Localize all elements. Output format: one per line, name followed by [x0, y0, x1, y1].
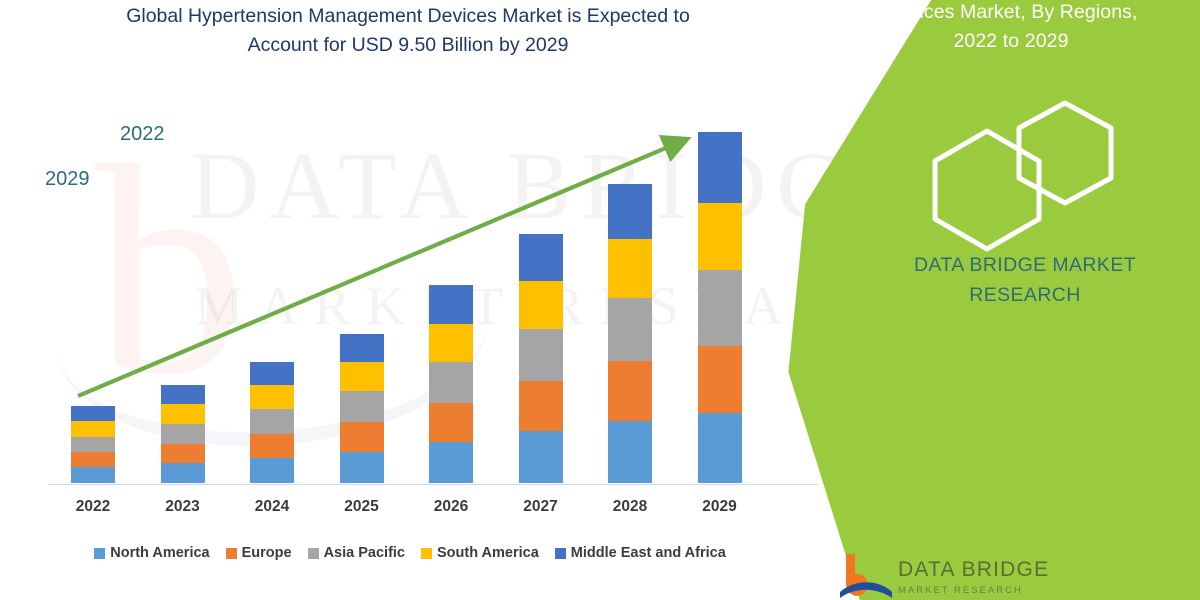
legend-swatch-icon: [421, 547, 432, 559]
bar-segment[interactable]: [518, 381, 563, 431]
bar-segment[interactable]: [339, 422, 384, 452]
logo-title: DATA BRIDGE: [898, 558, 1050, 581]
brand-name: DATA BRIDGE MARKET RESEARCH: [860, 250, 1190, 310]
x-axis-label-2023: 2023: [165, 498, 200, 515]
logo-subtitle: MARKET RESEARCH: [898, 585, 1023, 596]
bar-segment[interactable]: [518, 329, 563, 381]
x-axis-label-2028: 2028: [612, 498, 648, 515]
legend-label: South America: [437, 545, 539, 561]
legend-label: North America: [110, 545, 210, 561]
company-logo: DATA BRIDGE MARKET RESEARCH: [840, 552, 1170, 600]
bar-segment[interactable]: [339, 334, 384, 362]
hexagon-group: [915, 95, 1175, 252]
bar-segment[interactable]: [339, 452, 384, 483]
bar-group-2029[interactable]: [697, 132, 742, 483]
bar-segment[interactable]: [608, 421, 652, 483]
bar-group-2025[interactable]: [339, 334, 384, 483]
bar-segment[interactable]: [250, 458, 294, 483]
bar-segment[interactable]: [250, 362, 294, 385]
hexagon-shapes: [932, 100, 1114, 252]
bar-segment[interactable]: [339, 391, 384, 422]
bar-segment[interactable]: [429, 362, 473, 403]
x-axis-labels: 2022 2023 2024 2025 2026 2027 2028 2029: [0, 498, 820, 524]
bar-segment[interactable]: [71, 421, 115, 437]
bar-segment[interactable]: [429, 324, 473, 362]
bar-segment[interactable]: [608, 184, 652, 239]
x-axis-label-2025: 2025: [344, 498, 379, 515]
hexagon-2029-shape: [932, 128, 1042, 252]
bar-segment[interactable]: [697, 203, 742, 270]
bar-segment[interactable]: [160, 404, 205, 424]
x-axis-line: [48, 484, 818, 485]
bar-segment[interactable]: [697, 270, 742, 346]
bar-group-2024[interactable]: [250, 362, 294, 483]
legend-swatch-icon: [307, 547, 319, 559]
bar-segment[interactable]: [160, 463, 205, 483]
bar-segment[interactable]: [608, 239, 652, 298]
bar-segment[interactable]: [71, 452, 115, 467]
bar-segment[interactable]: [697, 132, 742, 203]
chart-title: Global Hypertension Management Devices M…: [58, 2, 758, 60]
bar-segment[interactable]: [160, 444, 205, 463]
right-panel-title: Devices Market, By Regions, 2022 to 2029: [822, 0, 1200, 56]
bar-segment[interactable]: [250, 385, 294, 409]
hexagon-2022-label: 2022: [120, 123, 165, 145]
x-axis-label-2029: 2029: [702, 498, 737, 515]
x-axis-label-2027: 2027: [523, 498, 558, 515]
x-axis-label-2022: 2022: [75, 498, 111, 515]
bar-group-2026[interactable]: [429, 285, 473, 483]
hexagon-2022-shape: [1016, 100, 1114, 206]
logo-b-icon: [840, 554, 892, 598]
bar-segment[interactable]: [697, 413, 742, 483]
bar-segment[interactable]: [608, 298, 652, 361]
bar-segment[interactable]: [160, 424, 205, 444]
legend-item[interactable]: Europe: [225, 545, 292, 561]
bar-segment[interactable]: [518, 234, 563, 281]
legend-label: Middle East and Africa: [570, 545, 726, 561]
bar-group-2022[interactable]: [71, 406, 115, 483]
legend-label: Europe: [241, 545, 292, 561]
legend-item[interactable]: North America: [94, 545, 210, 561]
bar-segment[interactable]: [429, 285, 473, 324]
bar-group-2028[interactable]: [608, 184, 652, 483]
legend-item[interactable]: Middle East and Africa: [554, 545, 726, 561]
legend-item[interactable]: South America: [421, 545, 539, 561]
brand-name-line-1: DATA BRIDGE MARKET: [913, 254, 1137, 276]
bar-segment[interactable]: [518, 431, 563, 483]
legend-item[interactable]: Asia Pacific: [307, 545, 405, 561]
right-panel-title-line-1: Devices Market, By Regions,: [884, 1, 1138, 23]
chart-plot-area: 2022 2023 2024 2025 2026 2027 2028 2029 North A…: [0, 132, 820, 566]
brand-name-line-2: RESEARCH: [969, 284, 1081, 306]
legend-swatch-icon: [554, 547, 566, 559]
bar-segment[interactable]: [608, 361, 652, 421]
chart-title-line-2: Account for USD 9.50 Billion by 2029: [247, 34, 569, 56]
bar-group-2027[interactable]: [518, 234, 563, 483]
bar-group-2023[interactable]: [160, 385, 205, 483]
x-axis-label-2026: 2026: [433, 498, 469, 515]
bar-segment[interactable]: [250, 409, 294, 434]
legend-swatch-icon: [94, 547, 106, 559]
bar-segment[interactable]: [160, 385, 205, 404]
chart-title-line-1: Global Hypertension Management Devices M…: [126, 5, 690, 27]
right-panel-title-line-2: 2022 to 2029: [953, 30, 1069, 52]
bar-segment[interactable]: [250, 434, 294, 458]
bar-segment[interactable]: [697, 346, 742, 413]
x-axis-label-2024: 2024: [254, 498, 290, 515]
bar-segment[interactable]: [429, 442, 473, 483]
bar-segment[interactable]: [71, 437, 115, 452]
bar-segment[interactable]: [339, 362, 384, 391]
bar-segment[interactable]: [429, 403, 473, 442]
chart-legend: North America Europe Asia Pacific South Ame…: [0, 540, 820, 566]
bar-segment[interactable]: [71, 406, 115, 421]
bar-segment[interactable]: [518, 281, 563, 329]
hexagon-2029-label: 2029: [45, 168, 90, 190]
bar-segment[interactable]: [71, 467, 115, 483]
legend-swatch-icon: [225, 547, 237, 559]
legend-label: Asia Pacific: [323, 545, 405, 561]
